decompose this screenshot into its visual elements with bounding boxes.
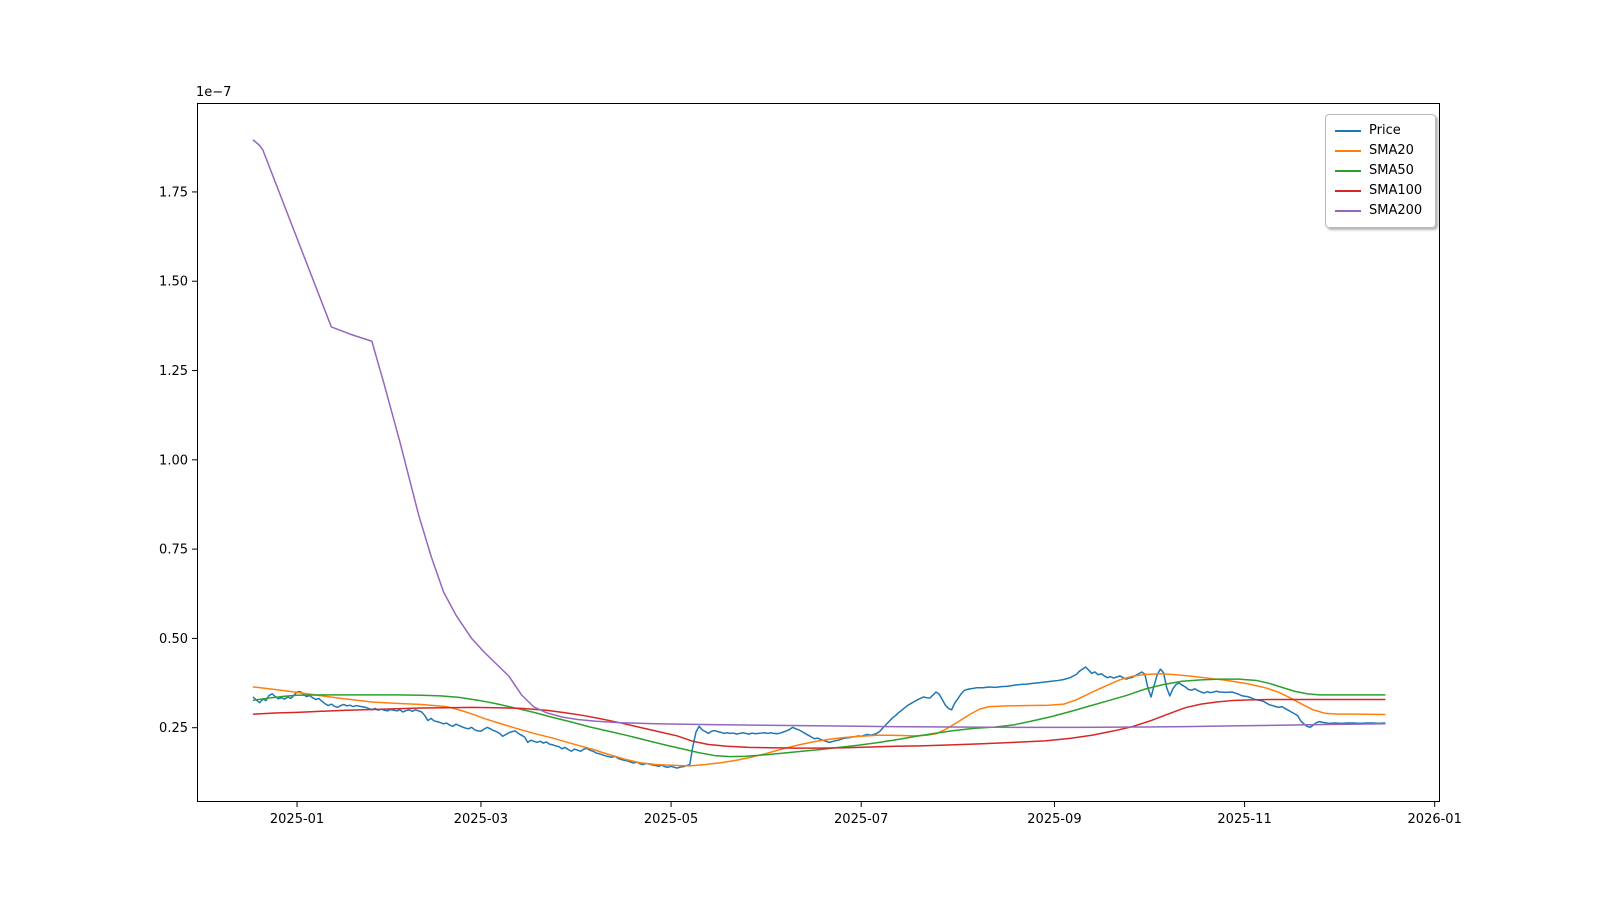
axes-spines bbox=[197, 103, 1440, 802]
x-tick-label: 2025-07 bbox=[834, 812, 888, 827]
y-tick-label: 1.75 bbox=[159, 185, 188, 200]
legend-label: SMA20 bbox=[1369, 143, 1414, 158]
legend-line-swatch bbox=[1335, 170, 1361, 172]
series-line-sma50 bbox=[252, 678, 1386, 758]
series-line-price bbox=[252, 666, 1386, 769]
x-tick-label: 2025-11 bbox=[1217, 812, 1271, 827]
y-tick-label: 1.00 bbox=[159, 453, 188, 468]
y-tick-label: 0.25 bbox=[159, 721, 188, 736]
x-tick-label: 2025-09 bbox=[1027, 812, 1081, 827]
legend-entry-sma100: SMA100 bbox=[1335, 181, 1427, 201]
legend-line-swatch bbox=[1335, 190, 1361, 192]
series-line-sma100 bbox=[252, 698, 1386, 749]
legend-line-swatch bbox=[1335, 210, 1361, 212]
legend-label: Price bbox=[1369, 123, 1401, 138]
y-tick-label: 1.25 bbox=[159, 364, 188, 379]
legend-line-swatch bbox=[1335, 150, 1361, 152]
y-tick-label: 1.50 bbox=[159, 275, 188, 290]
y-tick-label: 0.50 bbox=[159, 632, 188, 647]
legend-line-swatch bbox=[1335, 130, 1361, 132]
y-tick-label: 0.75 bbox=[159, 543, 188, 558]
x-tick-label: 2025-03 bbox=[454, 812, 508, 827]
legend-entry-price: Price bbox=[1335, 121, 1427, 141]
x-tick-label: 2025-05 bbox=[644, 812, 698, 827]
legend: Price SMA20 SMA50 SMA100 SMA200 bbox=[1325, 114, 1436, 228]
legend-entry-sma20: SMA20 bbox=[1335, 141, 1427, 161]
y-axis-offset-text: 1e−7 bbox=[196, 85, 231, 100]
legend-label: SMA100 bbox=[1369, 183, 1423, 198]
x-tick-label: 2025-01 bbox=[270, 812, 324, 827]
series-line-sma200 bbox=[252, 139, 1386, 729]
legend-label: SMA200 bbox=[1369, 203, 1423, 218]
legend-entry-sma50: SMA50 bbox=[1335, 161, 1427, 181]
x-tick-label: 2026-01 bbox=[1408, 812, 1462, 827]
legend-entry-sma200: SMA200 bbox=[1335, 201, 1427, 221]
series-line-sma20 bbox=[252, 673, 1386, 767]
legend-label: SMA50 bbox=[1369, 163, 1414, 178]
